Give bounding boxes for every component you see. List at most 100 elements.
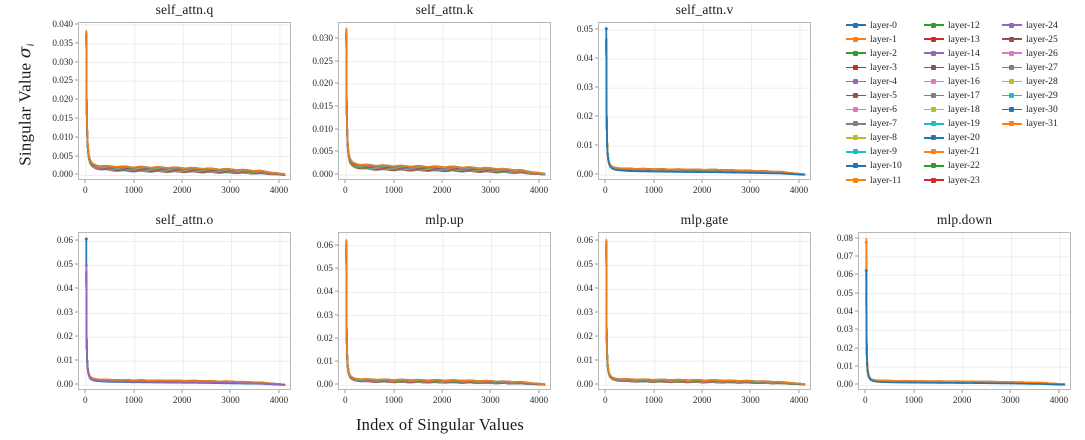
legend-item-layer-4[interactable]: layer-4	[846, 74, 924, 88]
x-tick-label: 1000	[124, 395, 143, 405]
x-tick-label: 3000	[221, 395, 240, 405]
legend-item-layer-3[interactable]: layer-3	[846, 60, 924, 74]
legend-item-label: layer-30	[1026, 104, 1058, 116]
legend-item-layer-7[interactable]: layer-7	[846, 117, 924, 131]
series-line	[345, 34, 546, 176]
y-tick-mark	[75, 155, 78, 157]
legend-item-label: layer-17	[948, 90, 980, 102]
series-peak-marker	[84, 263, 88, 267]
series-line	[85, 30, 286, 176]
x-tick-label: 1000	[644, 395, 663, 405]
series-line	[605, 244, 806, 386]
legend-item-layer-0[interactable]: layer-0	[846, 18, 924, 32]
legend-color-swatch	[924, 20, 944, 30]
legend-item-layer-8[interactable]: layer-8	[846, 131, 924, 145]
x-tick-mark	[538, 390, 540, 393]
legend-item-layer-9[interactable]: layer-9	[846, 145, 924, 159]
series-line	[605, 245, 806, 386]
layer-curves	[605, 238, 806, 386]
series-line-outlier	[85, 265, 285, 386]
legend-item-layer-31[interactable]: layer-31	[1002, 117, 1080, 131]
legend-item-layer-27[interactable]: layer-27	[1002, 60, 1080, 74]
legend-item-label: layer-20	[948, 132, 980, 144]
x-tick-mark	[84, 180, 86, 183]
legend-item-layer-10[interactable]: layer-10	[846, 159, 924, 173]
y-tick-label: 0.00	[576, 169, 593, 180]
legend-item-layer-21[interactable]: layer-21	[924, 145, 1002, 159]
series-line	[345, 249, 546, 386]
legend-item-label: layer-21	[948, 146, 980, 158]
series-line	[865, 299, 1066, 386]
legend-item-layer-17[interactable]: layer-17	[924, 88, 1002, 102]
y-tick-label: 0.03	[576, 307, 593, 318]
legend-item-layer-1[interactable]: layer-1	[846, 32, 924, 46]
series-peak-marker	[864, 241, 868, 245]
legend-item-layer-16[interactable]: layer-16	[924, 74, 1002, 88]
legend-item-layer-11[interactable]: layer-11	[846, 173, 924, 187]
y-tick-label: 0.005	[312, 146, 333, 157]
legend-item-layer-24[interactable]: layer-24	[1002, 18, 1080, 32]
legend-color-swatch	[924, 161, 944, 171]
legend-column: layer-0 layer-1 layer-2 layer-3 layer-4 layer…	[846, 18, 924, 187]
legend-item-layer-29[interactable]: layer-29	[1002, 88, 1080, 102]
legend-item-layer-5[interactable]: layer-5	[846, 88, 924, 102]
series-line	[345, 243, 546, 386]
series-line	[85, 36, 286, 176]
series-line	[865, 288, 1066, 386]
series-line	[605, 38, 806, 176]
subplot-self-attn-v: self_attn.v 0.00 0.01 0.02 0.03 0.04 0.05 0 1000…	[577, 2, 811, 195]
legend-item-layer-30[interactable]: layer-30	[1002, 103, 1080, 117]
subplot-mlp-up: mlp.up 0.00 0.01 0.02 0.03 0.04 0.05 0.06 0 1000 2…	[317, 212, 551, 405]
series-line	[345, 248, 546, 386]
legend-item-layer-22[interactable]: layer-22	[924, 159, 1002, 173]
legend-item-layer-14[interactable]: layer-14	[924, 46, 1002, 60]
y-tick-mark	[335, 314, 338, 316]
legend-item-layer-18[interactable]: layer-18	[924, 103, 1002, 117]
x-tick-mark	[441, 180, 443, 183]
series-line	[345, 242, 546, 386]
series-peak-marker	[604, 27, 608, 31]
y-tick-label: 0.05	[576, 259, 593, 270]
legend-item-layer-2[interactable]: layer-2	[846, 46, 924, 60]
legend-item-layer-25[interactable]: layer-25	[1002, 32, 1080, 46]
legend-item-layer-15[interactable]: layer-15	[924, 60, 1002, 74]
y-tick-mark	[855, 255, 858, 257]
x-tick-label: 0	[342, 185, 348, 195]
series-line	[345, 35, 546, 176]
x-tick-mark	[701, 180, 703, 183]
legend-item-layer-13[interactable]: layer-13	[924, 32, 1002, 46]
y-tick-label: 0.02	[836, 342, 853, 353]
series-line	[85, 270, 286, 386]
legend-item-layer-20[interactable]: layer-20	[924, 131, 1002, 145]
series-line-outlier	[865, 270, 1065, 386]
series-line	[605, 38, 806, 176]
y-tick-label: 0.01	[56, 355, 73, 366]
y-tick-mark	[335, 383, 338, 385]
legend-item-layer-6[interactable]: layer-6	[846, 103, 924, 117]
legend-item-layer-19[interactable]: layer-19	[924, 117, 1002, 131]
y-tick-label: 0.01	[836, 361, 853, 372]
y-tick-label: 0.030	[52, 56, 73, 67]
y-tick-label: 0.025	[52, 75, 73, 86]
legend-color-swatch	[1002, 62, 1022, 72]
legend-item-label: layer-4	[870, 75, 897, 87]
x-tick-label: 1000	[384, 185, 403, 195]
series-line	[85, 270, 286, 386]
series-line	[345, 33, 546, 176]
legend-color-swatch	[924, 76, 944, 86]
series-line	[85, 32, 286, 176]
series-line	[345, 242, 546, 386]
legend-item-layer-23[interactable]: layer-23	[924, 173, 1002, 187]
legend-item-layer-12[interactable]: layer-12	[924, 18, 1002, 32]
legend-item-layer-28[interactable]: layer-28	[1002, 74, 1080, 88]
gridlines	[339, 233, 550, 389]
series-line	[345, 34, 546, 176]
figure-y-axis-label: Singular Value σi	[16, 0, 37, 215]
series-line	[85, 31, 286, 176]
plot-canvas	[79, 233, 290, 389]
x-tick-mark	[278, 390, 280, 393]
series-line	[605, 245, 806, 386]
series-line	[605, 38, 806, 176]
x-tick-label: 3000	[481, 395, 500, 405]
legend-item-layer-26[interactable]: layer-26	[1002, 46, 1080, 60]
